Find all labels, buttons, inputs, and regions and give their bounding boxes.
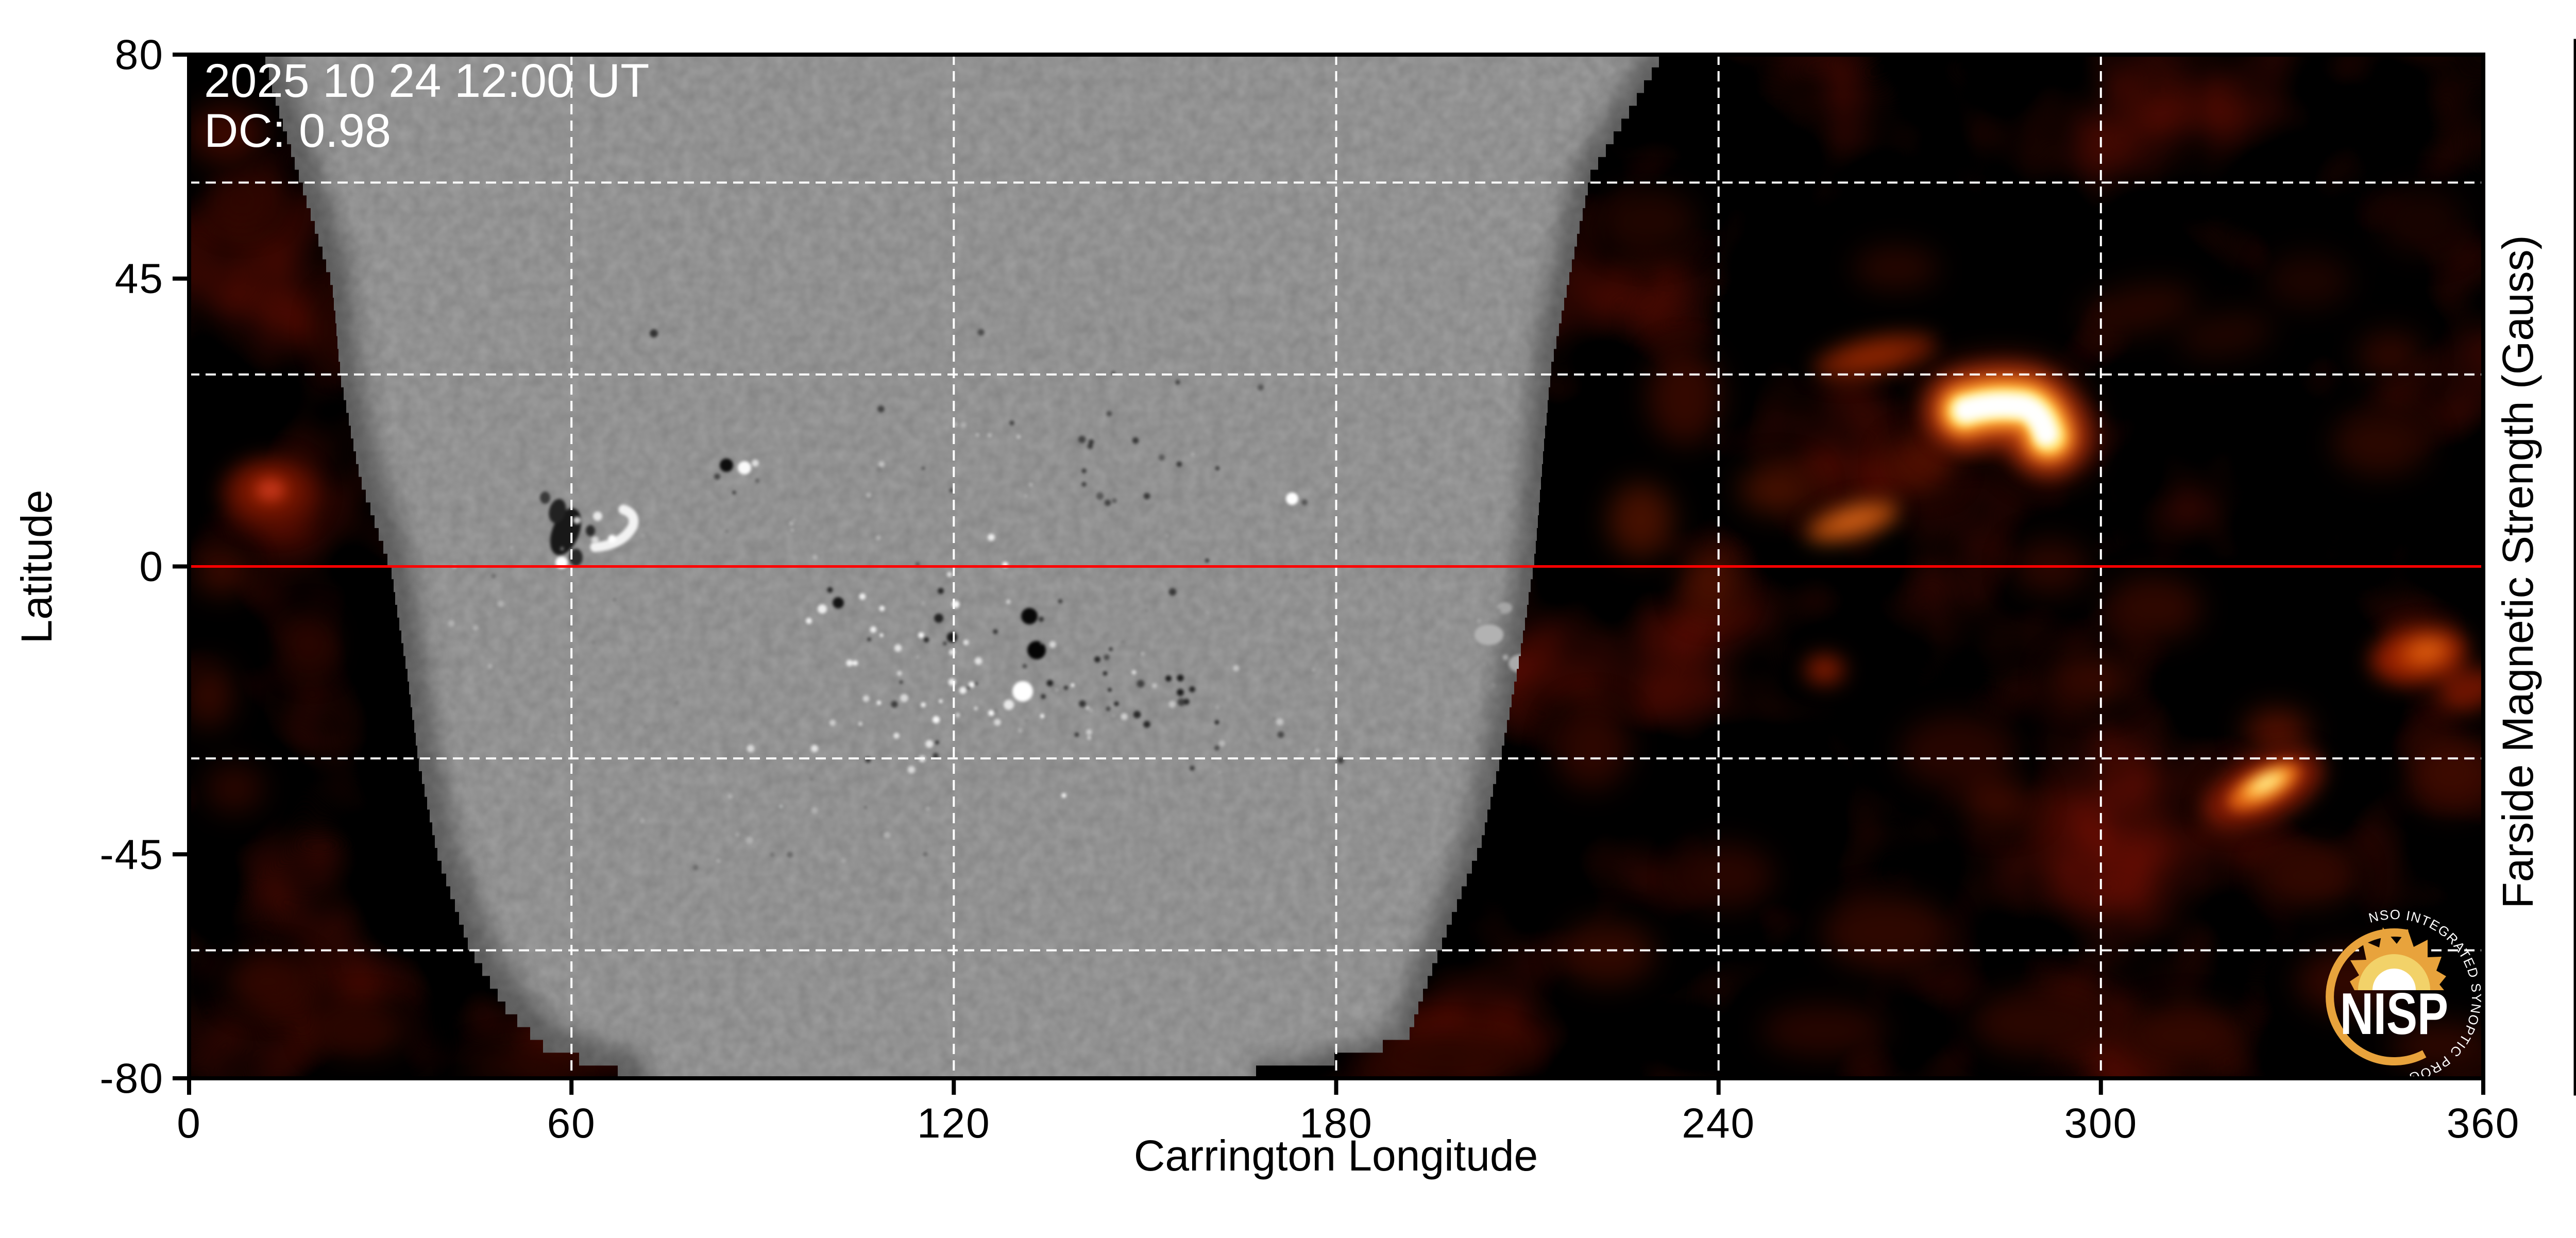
- svg-text:2025 10 24 12:00 UT: 2025 10 24 12:00 UT: [204, 55, 649, 107]
- svg-text:Carrington Longitude: Carrington Longitude: [1134, 1131, 1538, 1180]
- svg-text:240: 240: [1682, 1100, 1755, 1147]
- svg-text:Farside Magnetic Strength (Gau: Farside Magnetic Strength (Gauss): [2494, 235, 2542, 908]
- svg-text:80: 80: [115, 31, 164, 78]
- svg-text:-80: -80: [99, 1055, 164, 1102]
- svg-text:180: 180: [1299, 1100, 1373, 1147]
- svg-text:NISP: NISP: [2340, 981, 2448, 1047]
- svg-text:DC: 0.98: DC: 0.98: [204, 105, 391, 157]
- svg-text:300: 300: [2064, 1100, 2138, 1147]
- svg-text:0: 0: [139, 544, 164, 590]
- svg-text:45: 45: [115, 256, 164, 302]
- svg-text:-45: -45: [99, 831, 164, 878]
- svg-text:60: 60: [547, 1100, 596, 1147]
- svg-text:Latitude: Latitude: [12, 490, 61, 644]
- svg-text:0: 0: [177, 1100, 201, 1147]
- svg-text:120: 120: [917, 1100, 991, 1147]
- svg-text:360: 360: [2447, 1100, 2520, 1147]
